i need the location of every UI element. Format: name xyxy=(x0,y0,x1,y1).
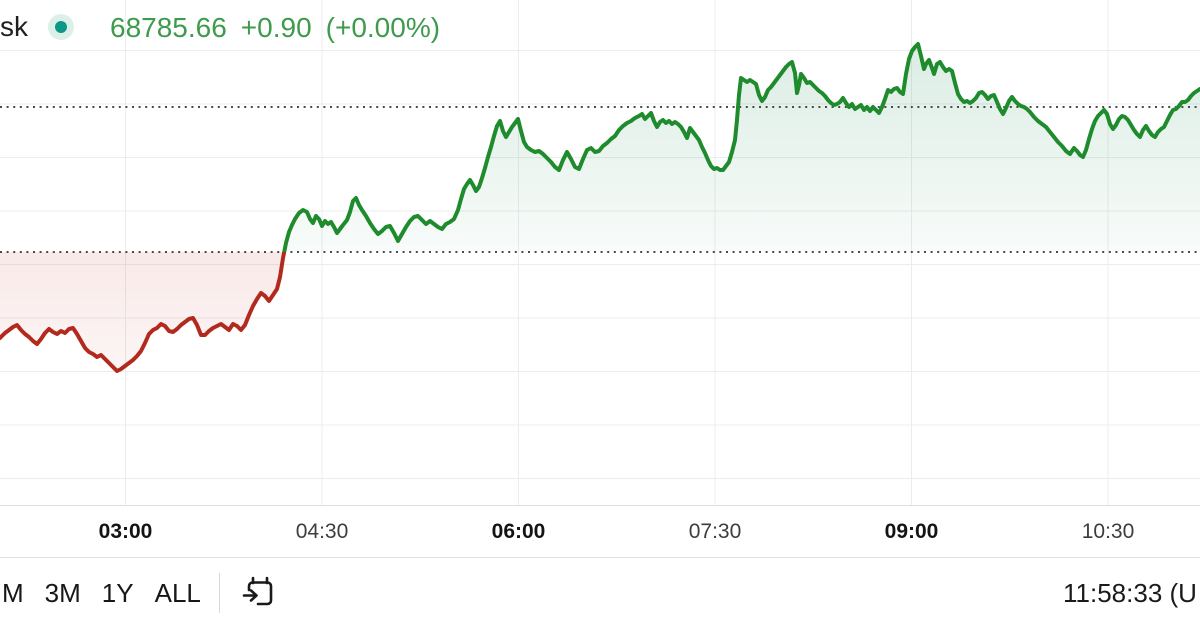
date-picker-button[interactable] xyxy=(240,573,280,613)
clock: 11:58:33 (U xyxy=(1063,578,1197,608)
time-axis: 03:00 04:30 06:00 07:30 09:00 10:30 xyxy=(0,506,1200,557)
axis-tick-0300: 03:00 xyxy=(98,520,153,543)
range-button-3m[interactable]: 3M xyxy=(44,577,81,608)
range-button-m[interactable]: M xyxy=(2,577,24,608)
toolbar: M 3M 1Y ALL 11:58:33 (U xyxy=(0,557,1200,628)
axis-tick-0600: 06:00 xyxy=(491,520,546,543)
range-selector: M 3M 1Y ALL xyxy=(0,578,201,609)
axis-tick-0730: 07:30 xyxy=(688,520,742,543)
axis-tick-0430: 04:30 xyxy=(295,520,349,543)
axis-tick-0900: 09:00 xyxy=(884,520,939,543)
axis-tick-1030: 10:30 xyxy=(1081,520,1135,543)
calendar-jump-icon xyxy=(242,576,273,606)
toolbar-divider xyxy=(218,573,220,613)
range-button-1y[interactable]: 1Y xyxy=(101,577,134,608)
range-button-all[interactable]: ALL xyxy=(154,577,201,608)
price-chart[interactable] xyxy=(0,0,1200,506)
